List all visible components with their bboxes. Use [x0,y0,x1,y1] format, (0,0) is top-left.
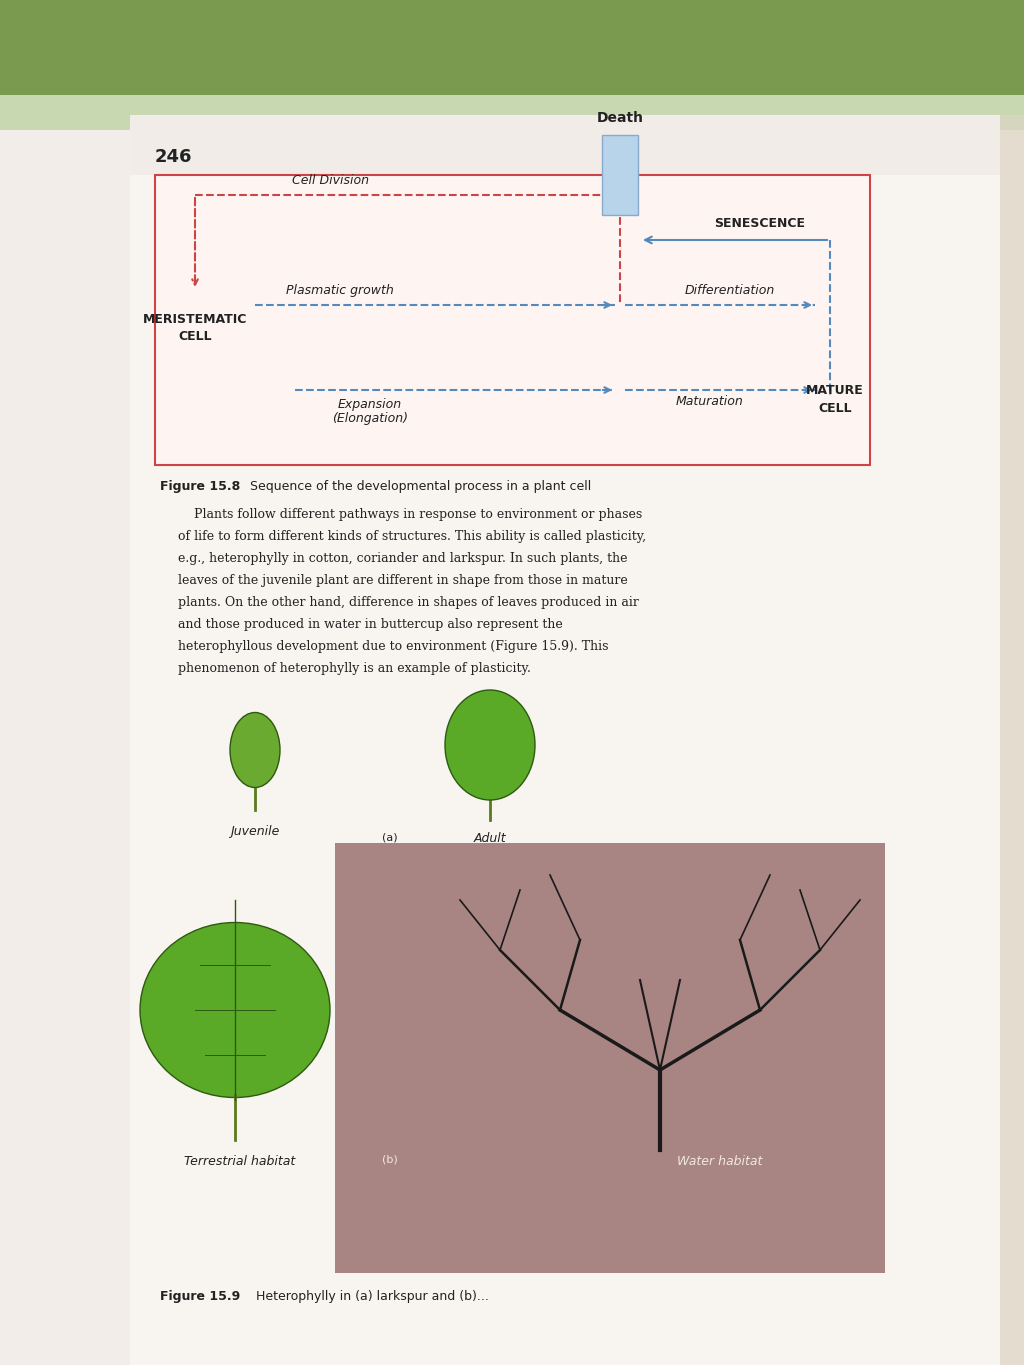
Text: Terrestrial habitat: Terrestrial habitat [184,1155,296,1168]
Bar [155,175,870,465]
Text: Plasmatic growth: Plasmatic growth [286,284,394,298]
Text: 246: 246 [155,147,193,167]
Text: Death: Death [597,111,643,126]
Text: Water habitat: Water habitat [677,1155,763,1168]
Text: CELL: CELL [818,401,852,415]
Text: of life to form different kinds of structures. This ability is called plasticity: of life to form different kinds of struc… [178,530,646,543]
Ellipse shape [445,689,535,800]
Bar [602,135,638,216]
Text: Figure 15.8: Figure 15.8 [160,480,241,493]
Text: Plants follow different pathways in response to environment or phases: Plants follow different pathways in resp… [178,508,642,521]
Text: Juvenile: Juvenile [230,824,280,838]
Text: Expansion: Expansion [338,399,402,411]
Text: Maturation: Maturation [676,394,743,408]
Text: Adult: Adult [474,833,506,845]
Ellipse shape [140,923,330,1097]
Text: MERISTEMATIC: MERISTEMATIC [142,313,247,326]
Text: leaves of the juvenile plant are different in shape from those in mature: leaves of the juvenile plant are differe… [178,575,628,587]
Text: Figure 15.9: Figure 15.9 [160,1290,241,1304]
Text: (b): (b) [382,1155,398,1164]
Bar [900,115,1024,1365]
Bar [130,115,1000,1365]
Text: and those produced in water in buttercup also represent the: and those produced in water in buttercup… [178,618,563,631]
Text: phenomenon of heterophylly is an example of plasticity.: phenomenon of heterophylly is an example… [178,662,530,676]
Text: CELL: CELL [178,330,212,343]
Text: heterophyllous development due to environment (Figure 15.9). This: heterophyllous development due to enviro… [178,640,608,652]
Text: SENESCENCE: SENESCENCE [715,217,806,229]
Bar [0,96,1024,130]
Text: Differentiation: Differentiation [685,284,775,298]
Text: Cell Division: Cell Division [292,173,369,187]
Text: Heterophylly in (a) larkspur and (b)...: Heterophylly in (a) larkspur and (b)... [248,1290,488,1304]
Text: plants. On the other hand, difference in shapes of leaves produced in air: plants. On the other hand, difference in… [178,597,639,609]
Bar [0,0,1024,96]
Bar [130,115,1000,175]
Bar [335,844,885,1274]
Text: e.g., heterophylly in cotton, coriander and larkspur. In such plants, the: e.g., heterophylly in cotton, coriander … [178,551,628,565]
Text: (Elongation): (Elongation) [332,412,408,425]
Text: MATURE: MATURE [806,384,864,396]
Ellipse shape [230,713,280,788]
Text: Sequence of the developmental process in a plant cell: Sequence of the developmental process in… [242,480,591,493]
Text: (a): (a) [382,833,397,842]
